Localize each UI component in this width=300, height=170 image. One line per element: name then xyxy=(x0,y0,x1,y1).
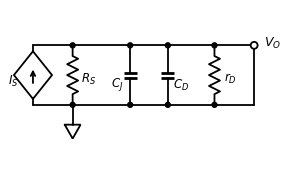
Text: $R_S$: $R_S$ xyxy=(81,72,96,87)
Circle shape xyxy=(165,102,170,107)
Circle shape xyxy=(212,43,217,48)
Circle shape xyxy=(165,43,170,48)
Text: $C_J$: $C_J$ xyxy=(111,76,124,94)
Text: $I_S$: $I_S$ xyxy=(8,73,18,89)
Text: $r_D$: $r_D$ xyxy=(224,72,237,86)
Circle shape xyxy=(251,42,258,49)
Circle shape xyxy=(70,102,75,107)
Circle shape xyxy=(128,102,133,107)
Circle shape xyxy=(212,102,217,107)
Circle shape xyxy=(128,43,133,48)
Text: $C_D$: $C_D$ xyxy=(173,78,189,92)
Text: $V_O$: $V_O$ xyxy=(264,36,281,51)
Circle shape xyxy=(70,43,75,48)
